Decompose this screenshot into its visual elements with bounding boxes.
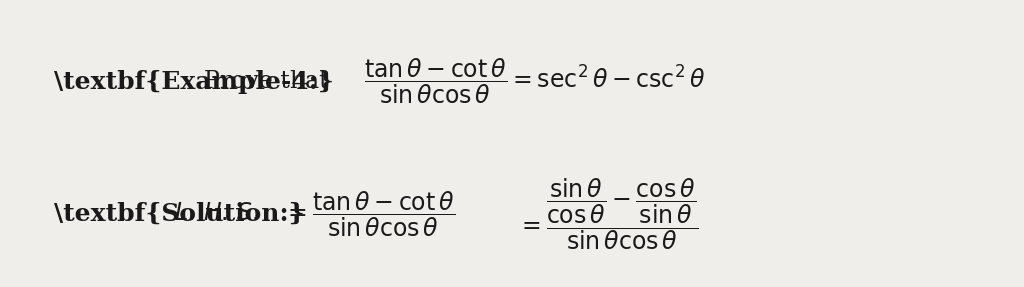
Text: $L.\,H.\,S.$: $L.\,H.\,S.$ [174,202,259,225]
Text: \textbf{Example-4:}: \textbf{Example-4:} [53,69,334,94]
Text: $\dfrac{\tan\theta-\cot\theta}{\sin\theta\cos\theta}=\sec^{2}\theta-\csc^{2}\the: $\dfrac{\tan\theta-\cot\theta}{\sin\thet… [365,57,706,106]
Text: \textbf{Solution:}: \textbf{Solution:} [53,202,304,226]
Text: $=\dfrac{\tan\theta-\cot\theta}{\sin\theta\cos\theta}$: $=\dfrac{\tan\theta-\cot\theta}{\sin\the… [283,189,455,238]
Text: Prove that: Prove that [205,70,329,93]
Text: $=\dfrac{\dfrac{\sin\theta}{\cos\theta}-\dfrac{\cos\theta}{\sin\theta}}{\sin\the: $=\dfrac{\dfrac{\sin\theta}{\cos\theta}-… [517,176,699,252]
